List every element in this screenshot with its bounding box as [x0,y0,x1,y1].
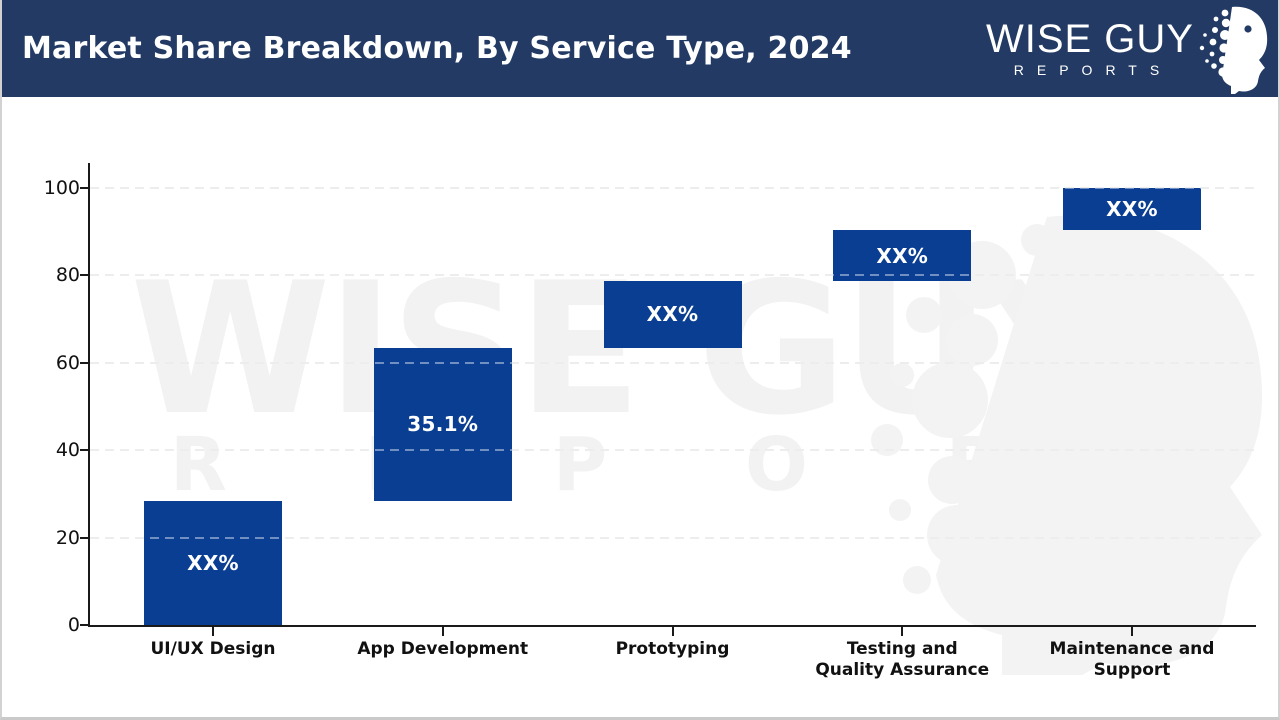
bar-value-label: XX% [187,551,239,576]
bar: XX% [1063,187,1201,230]
gridline [90,361,1256,364]
x-category-label: UI/UX Design [150,639,276,659]
x-tick-mark [671,627,674,636]
bar: 35.1% [373,347,512,502]
y-tick-mark [80,449,89,451]
bar-value-label: XX% [876,243,929,268]
gridline [90,536,1256,539]
y-axis-line [88,163,90,627]
x-tick-mark [212,627,214,636]
gridline-overlay [90,274,1256,276]
x-category-label: App Development [357,639,529,659]
brand-name: WISE GUY [985,17,1194,61]
y-tick-label: 80 [55,264,80,286]
y-tick-mark [80,274,89,276]
y-tick-mark [80,361,89,364]
gridline-overlay [90,536,1256,539]
bar: XX% [144,501,282,625]
brand-head-icon [1199,6,1268,94]
y-tick-mark [80,536,89,539]
y-tick-label: 100 [43,176,80,199]
y-tick-label: 0 [67,614,80,636]
gridline-overlay [90,186,1256,189]
gridline [90,186,1256,189]
bar-value-label: 35.1% [407,412,479,437]
gridline [90,274,1256,276]
brand-subtitle: REPORTS [1013,62,1173,78]
gridline [90,449,1256,451]
brand-logo: WISE GUY REPORTS [986,4,1278,94]
bar-value-label: XX% [646,302,699,327]
y-tick-mark [80,624,89,626]
y-tick-label: 40 [55,439,80,461]
brand-logo-text: WISE GUY REPORTS [986,19,1194,78]
x-tick-mark [901,627,904,636]
header-bar: Market Share Breakdown, By Service Type,… [2,0,1278,97]
x-category-label: Testing and Quality Assurance [815,639,990,681]
y-tick-mark [80,186,89,189]
y-tick-label: 20 [55,526,80,549]
gridline-overlay [90,449,1256,451]
chart-title: Market Share Breakdown, By Service Type,… [22,31,852,66]
bar: XX% [603,281,742,348]
x-axis-line [88,625,1256,627]
x-tick-mark [1131,627,1133,636]
x-tick-mark [441,627,444,636]
gridline-overlay [90,361,1256,364]
x-category-label: Prototyping [615,639,730,659]
x-category-label: Maintenance and Support [1049,639,1215,681]
y-tick-label: 60 [55,351,80,374]
bar-value-label: XX% [1106,196,1158,221]
